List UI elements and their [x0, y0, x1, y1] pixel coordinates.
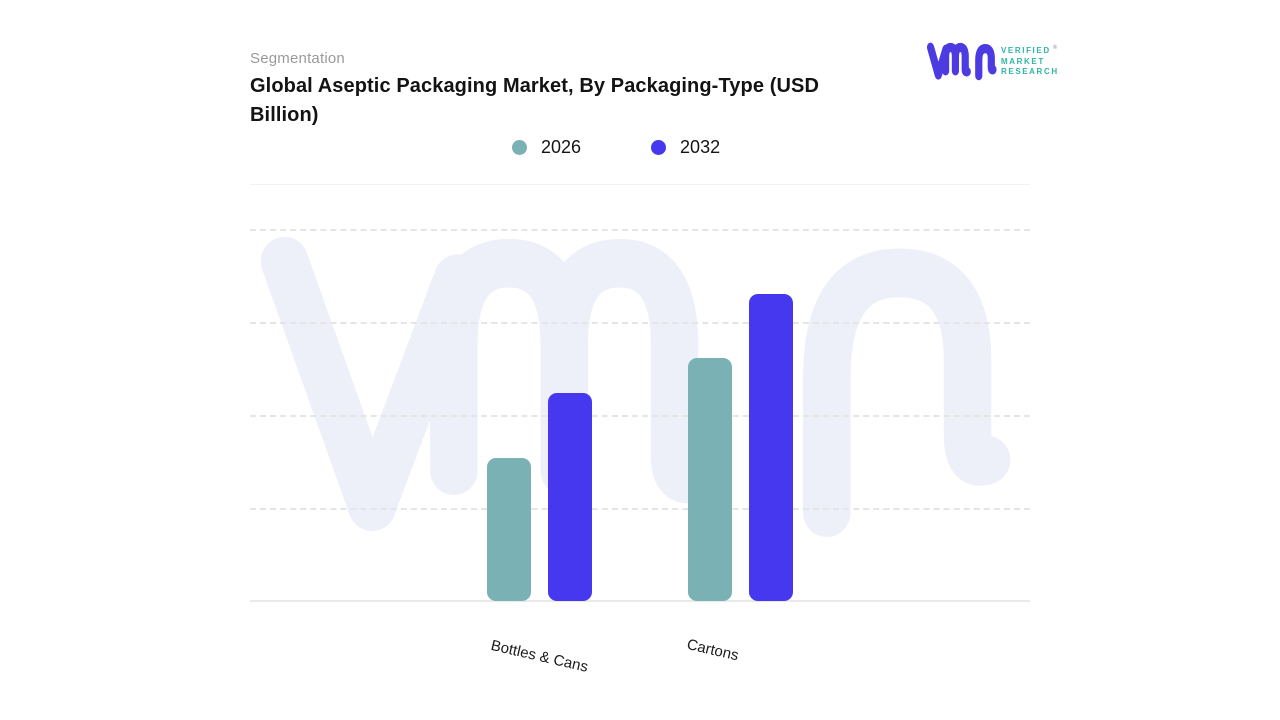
- segmentation-label: Segmentation: [250, 50, 345, 67]
- legend-label-2026: 2026: [541, 137, 582, 157]
- header-divider: [250, 184, 1030, 185]
- legend-label-2032: 2032: [680, 137, 721, 157]
- x-axis-line: [250, 600, 1030, 602]
- legend-dot-2026-icon: [512, 140, 527, 155]
- bar-cartons-2026: [688, 358, 732, 601]
- chart-legend: 2026 2032: [512, 137, 720, 158]
- page-title: Global Aseptic Packaging Market, By Pack…: [250, 75, 819, 126]
- bar-chart-plot-area: [250, 229, 1030, 602]
- bar-bottles-cans-2026: [487, 458, 531, 601]
- legend-dot-2032-icon: [651, 140, 667, 155]
- logo-line-market: MARKET: [1001, 56, 1045, 66]
- registered-icon: ®: [1052, 45, 1058, 51]
- legend-item-2026[interactable]: 2026: [512, 137, 581, 158]
- gridline: [250, 415, 1030, 417]
- vmr-logo: VERIFIED ® MARKET RESEARCH: [926, 40, 1059, 81]
- x-axis-label-cartons: Cartons: [685, 636, 741, 665]
- gridline: [250, 322, 1030, 324]
- x-axis-label-bottles-cans: Bottles & Cans: [489, 637, 590, 676]
- legend-item-2032[interactable]: 2032: [651, 137, 720, 158]
- logo-line-verified: VERIFIED ®: [1001, 43, 1059, 57]
- gridline: [250, 229, 1030, 231]
- logo-word-verified: VERIFIED: [1001, 46, 1051, 55]
- vmr-watermark-icon: [260, 236, 1011, 537]
- vmr-logo-mark-icon: [926, 42, 997, 81]
- bar-cartons-2032: [749, 294, 793, 601]
- bar-bottles-cans-2032: [548, 393, 592, 601]
- gridline: [250, 508, 1030, 510]
- logo-line-research: RESEARCH: [1001, 67, 1059, 76]
- vmr-logo-text: VERIFIED ® MARKET RESEARCH: [1001, 43, 1059, 78]
